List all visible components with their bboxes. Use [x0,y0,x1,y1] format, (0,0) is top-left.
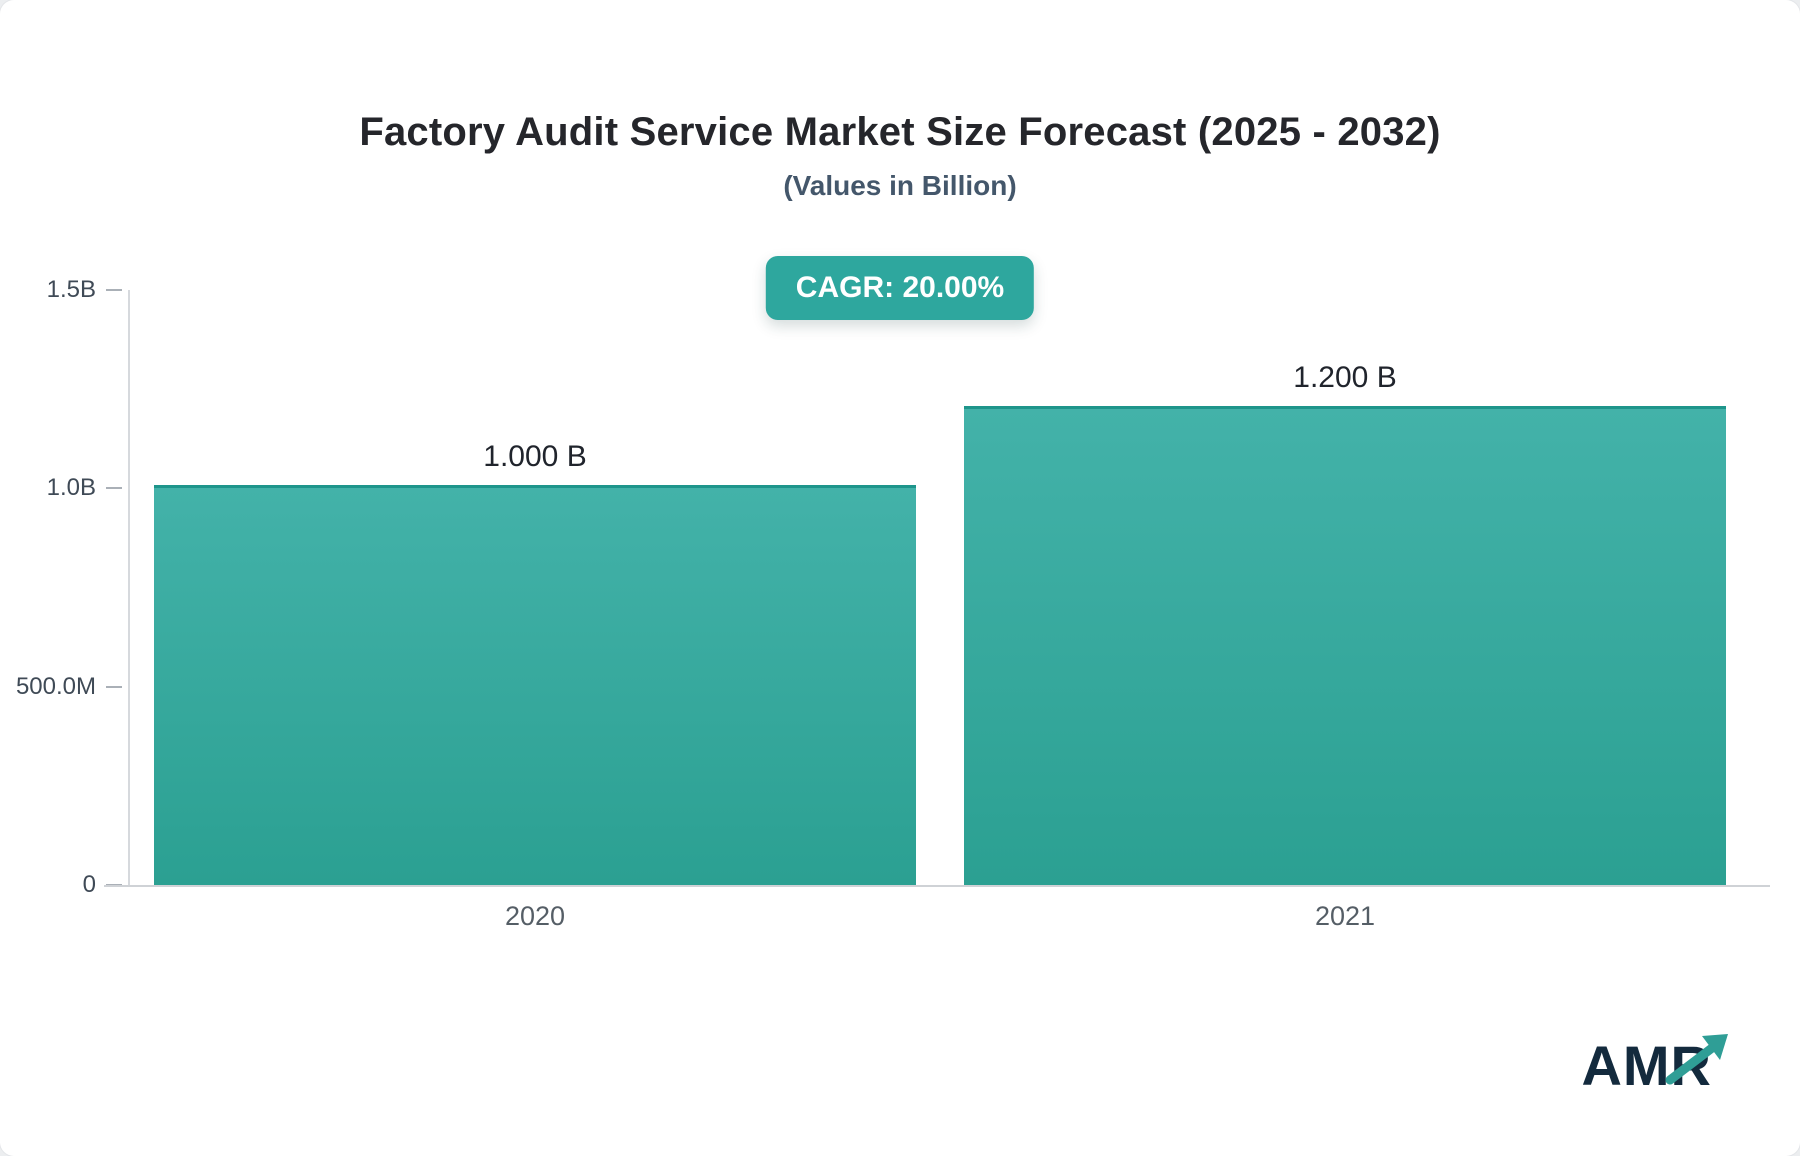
plot-area: 1.5B 1.0B 500.0M 0 1.000 B 2020 1.200 B 2021 [16,276,1770,931]
y-tick: 500.0M [16,673,122,701]
bar-value-label: 1.000 B [483,440,587,474]
y-tick-label: 500.0M [15,672,96,700]
y-tick-mark [106,487,122,490]
y-tick-label: 1.0B [46,474,96,502]
bar-2020[interactable] [154,485,916,885]
bar-group-2021: 1.200 B 2021 [964,290,1726,931]
bars-container: 1.000 B 2020 1.200 B 2021 [130,290,1770,931]
chart-title: Factory Audit Service Market Size Foreca… [359,110,1441,154]
chart-subtitle: (Values in Billion) [783,170,1017,201]
y-tick: 1.0B [47,474,122,502]
x-axis-label: 2020 [504,901,566,931]
y-tick: 0 [83,871,122,899]
cagr-badge: CAGR: 20.00% [765,256,1035,320]
y-tick-mark [106,289,122,291]
x-axis-label: 2021 [1314,901,1376,931]
bar-2021[interactable] [964,406,1726,885]
y-tick-label: 1.5B [46,276,96,303]
bar-group-2020: 1.000 B 2020 [154,290,916,931]
logo-text: AMR [1581,1034,1712,1097]
y-tick: 1.5B [47,276,122,304]
bar-value-label: 1.200 B [1293,361,1397,394]
amr-logo: AMR [1581,1034,1728,1097]
y-tick-mark [106,685,122,688]
y-tick-label: 0 [82,871,96,898]
y-tick-mark [106,884,122,886]
